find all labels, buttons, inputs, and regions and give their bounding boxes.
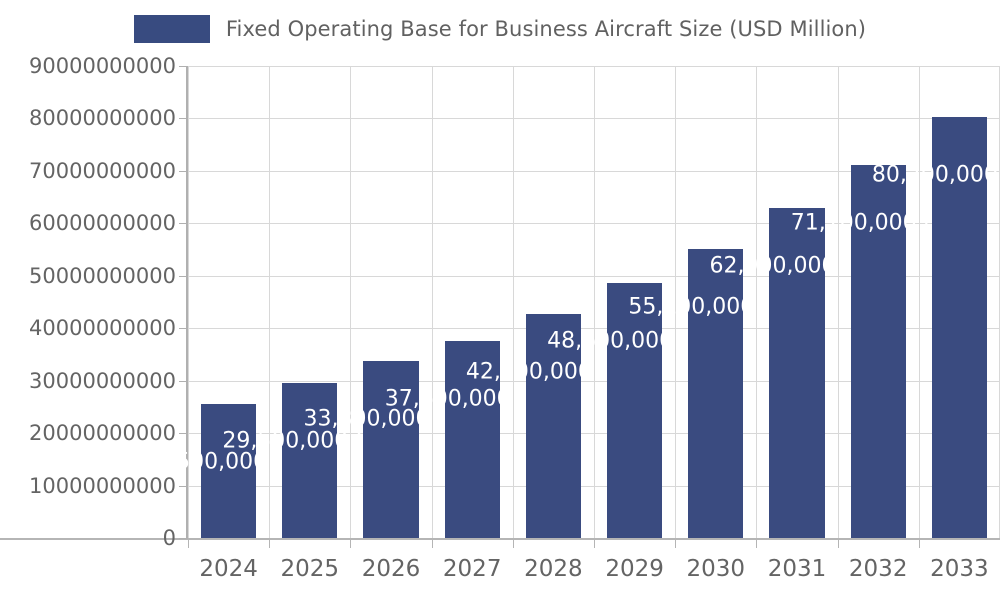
y-tick-mark xyxy=(179,538,188,539)
legend-label: Fixed Operating Base for Business Aircra… xyxy=(225,17,867,41)
plot-area: 25,500,000,000 29,500,000,000 33,800,000,0… xyxy=(141,66,1000,538)
x-gridline xyxy=(756,66,757,538)
x-tick-mark xyxy=(838,540,839,548)
x-tick-label: 2025 xyxy=(280,556,340,582)
y-tick-label: 30000000000 xyxy=(29,368,176,393)
bar[interactable] xyxy=(850,165,906,538)
x-gridline xyxy=(838,66,839,538)
x-tick-mark xyxy=(269,540,270,548)
y-tick-label: 10000000000 xyxy=(29,473,176,498)
bar[interactable] xyxy=(606,283,663,538)
y-tick-mark xyxy=(179,485,188,487)
y-tick-mark xyxy=(179,118,188,120)
x-axis-spine xyxy=(0,538,1000,540)
x-tick-mark xyxy=(756,540,757,548)
bar[interactable] xyxy=(688,249,744,538)
y-tick-label: 90000000000 xyxy=(29,54,176,78)
x-gridline xyxy=(594,66,595,538)
bar[interactable] xyxy=(363,360,419,538)
x-tick-label: 2024 xyxy=(199,556,258,582)
y-tick-mark xyxy=(179,223,188,225)
x-tick-mark xyxy=(919,540,920,548)
bar[interactable] xyxy=(282,383,338,538)
x-gridline xyxy=(350,66,351,538)
x-gridline xyxy=(269,66,270,538)
x-tick-label: 2028 xyxy=(524,556,583,582)
y-tick-mark xyxy=(179,66,188,67)
y-tick-label: 80000000000 xyxy=(29,106,176,131)
x-gridline xyxy=(919,66,920,538)
x-tick-label: 2026 xyxy=(361,556,421,582)
y-tick-label: 70000000000 xyxy=(29,158,176,183)
x-tick-label: 2032 xyxy=(848,556,908,582)
x-gridline xyxy=(188,66,189,538)
x-gridline xyxy=(513,66,514,538)
x-tick-label: 2029 xyxy=(605,556,664,582)
x-tick-mark xyxy=(188,540,189,548)
x-tick-label: 2033 xyxy=(930,556,989,582)
x-gridline xyxy=(675,66,676,538)
x-tick-label: 2027 xyxy=(442,556,502,582)
x-tick-mark xyxy=(513,540,514,548)
y-tick-mark xyxy=(179,275,188,277)
bar[interactable] xyxy=(200,404,257,538)
y-tick-label: 20000000000 xyxy=(29,421,176,446)
x-tick-label: 2031 xyxy=(767,556,827,582)
y-tick-mark xyxy=(179,328,188,330)
y-tick-mark xyxy=(179,380,188,382)
y-tick-label: 60000000000 xyxy=(29,211,176,236)
x-tick-label: 2030 xyxy=(686,556,746,582)
bar[interactable] xyxy=(525,314,581,538)
x-gridline xyxy=(432,66,433,538)
x-tick-mark xyxy=(675,540,676,548)
y-tick-label: 40000000000 xyxy=(29,316,176,341)
bar[interactable] xyxy=(444,340,500,538)
bar[interactable] xyxy=(769,208,825,538)
y-tick-label: 0 xyxy=(162,526,176,550)
y-tick-label: 50000000000 xyxy=(29,263,176,288)
x-tick-mark xyxy=(350,540,351,548)
x-tick-mark xyxy=(594,540,595,548)
x-tick-mark xyxy=(432,540,433,548)
y-tick-mark xyxy=(179,170,188,172)
y-axis-spine xyxy=(186,66,188,540)
y-tick-mark xyxy=(179,433,188,435)
bar[interactable] xyxy=(931,117,987,538)
chart-legend: Fixed Operating Base for Business Aircra… xyxy=(0,0,1000,58)
legend-swatch-icon xyxy=(133,15,210,43)
